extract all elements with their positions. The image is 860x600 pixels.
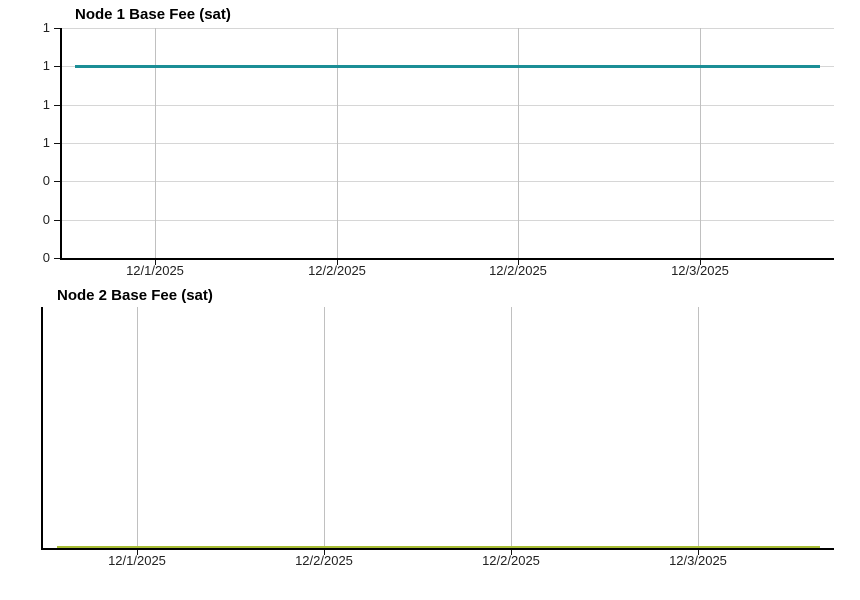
y-tick-label: 1: [42, 97, 50, 112]
y-tick-label: 1: [42, 20, 50, 35]
x-tick-label: 12/3/2025: [669, 553, 727, 568]
x-tick-label: 12/2/2025: [489, 263, 547, 278]
y-gridline: [62, 143, 834, 144]
x-tick-label: 12/2/2025: [308, 263, 366, 278]
y-tick-mark: [54, 220, 62, 221]
y-tick-label: 1: [42, 135, 50, 150]
y-tick-label: 1: [42, 58, 50, 73]
y-tick-mark: [54, 66, 62, 67]
x-tick-label: 12/3/2025: [671, 263, 729, 278]
y-tick-mark: [54, 181, 62, 182]
y-axis-line: [41, 307, 43, 550]
x-tick-mark: [511, 550, 512, 555]
x-tick-label: 12/1/2025: [108, 553, 166, 568]
node2-base-fee-line: [57, 546, 820, 548]
y-tick-mark: [54, 258, 62, 259]
x-tick-mark: [698, 550, 699, 555]
x-axis-line: [60, 258, 834, 260]
node1-base-fee-line: [75, 65, 820, 68]
x-gridline: [324, 307, 325, 548]
x-gridline: [700, 28, 701, 258]
x-tick-mark: [337, 260, 338, 265]
x-gridline: [698, 307, 699, 548]
y-gridline: [62, 105, 834, 106]
x-tick-mark: [518, 260, 519, 265]
x-gridline: [337, 28, 338, 258]
x-tick-mark: [155, 260, 156, 265]
x-gridline: [511, 307, 512, 548]
node1-chart-title: Node 1 Base Fee (sat): [75, 6, 231, 23]
y-tick-label: 0: [42, 250, 50, 265]
y-gridline: [62, 220, 834, 221]
x-axis-line: [41, 548, 834, 550]
x-tick-label: 12/2/2025: [482, 553, 540, 568]
y-tick-label: 0: [42, 212, 50, 227]
x-gridline: [137, 307, 138, 548]
y-gridline: [62, 28, 834, 29]
x-gridline: [518, 28, 519, 258]
y-tick-mark: [54, 105, 62, 106]
x-tick-mark: [700, 260, 701, 265]
x-tick-mark: [324, 550, 325, 555]
x-tick-mark: [137, 550, 138, 555]
y-gridline: [62, 181, 834, 182]
x-gridline: [155, 28, 156, 258]
y-tick-mark: [54, 28, 62, 29]
y-tick-label: 0: [42, 173, 50, 188]
y-axis-line: [60, 28, 62, 260]
x-tick-label: 12/2/2025: [295, 553, 353, 568]
y-tick-mark: [54, 143, 62, 144]
node2-chart-title: Node 2 Base Fee (sat): [57, 287, 213, 304]
x-tick-label: 12/1/2025: [126, 263, 184, 278]
